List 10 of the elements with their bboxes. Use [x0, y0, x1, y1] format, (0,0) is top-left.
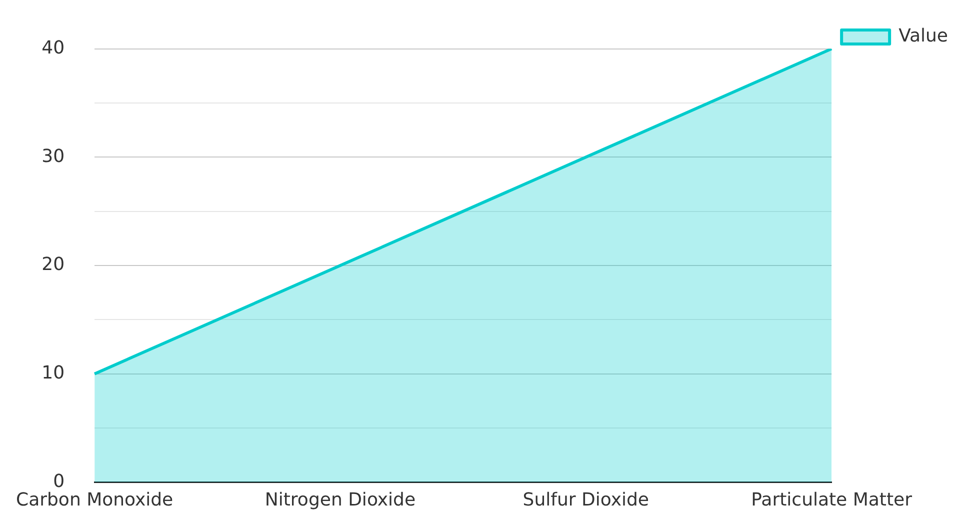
x-tick-label: Sulfur Dioxide: [522, 490, 649, 511]
y-tick-label: 20: [42, 254, 65, 276]
x-tick-label: Particulate Matter: [751, 490, 913, 511]
x-tick-label: Carbon Monoxide: [16, 490, 174, 511]
x-tick-label: Nitrogen Dioxide: [264, 490, 416, 511]
y-tick-label: 0: [53, 470, 65, 492]
y-tick-label: 30: [42, 146, 65, 167]
y-tick-label: 10: [42, 362, 65, 384]
legend-label: Value: [898, 26, 948, 47]
y-tick-label: 40: [42, 37, 65, 58]
